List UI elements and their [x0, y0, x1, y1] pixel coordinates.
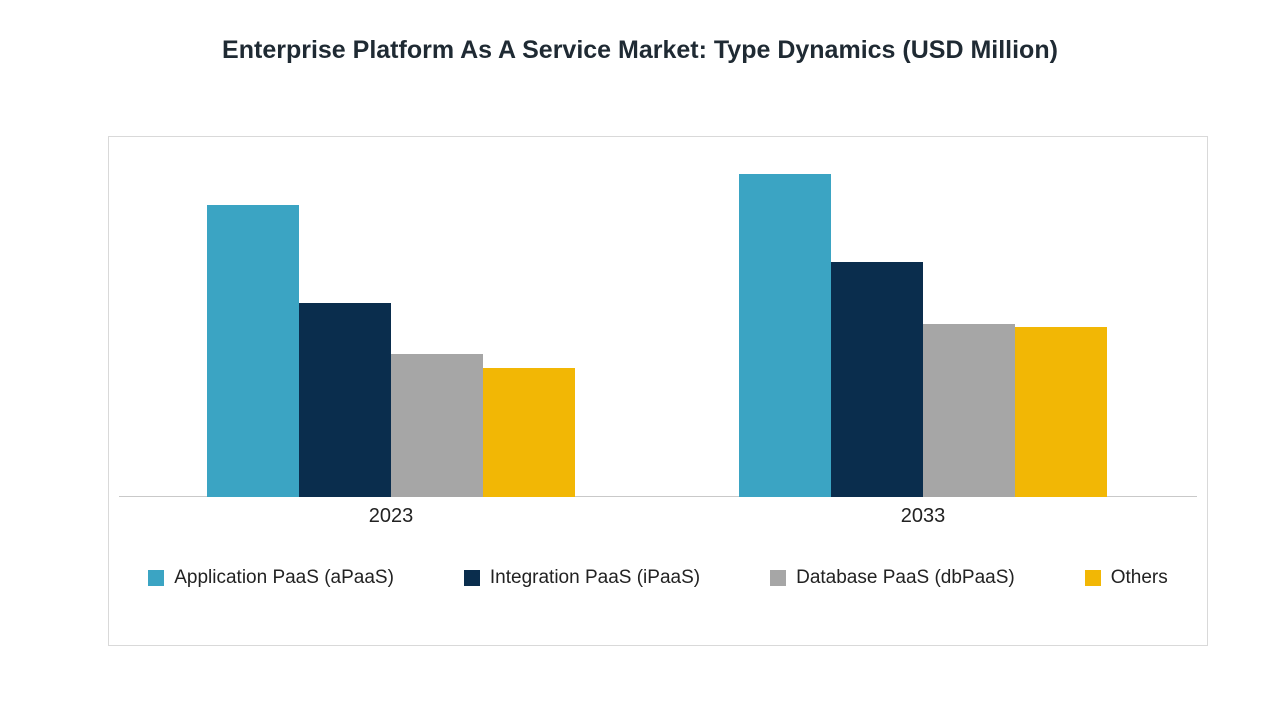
bar-apaas-2033 — [739, 174, 831, 497]
legend-swatch-icon — [464, 570, 480, 586]
legend-item-others: Others — [1085, 567, 1168, 589]
chart-container: 2023 2033 Application PaaS (aPaaS) Integ… — [108, 136, 1208, 646]
chart-title: Enterprise Platform As A Service Market:… — [0, 0, 1280, 65]
bar-group-2033 — [739, 157, 1107, 497]
bar-group-2023 — [207, 157, 575, 497]
bar-dbpaas-2023 — [391, 354, 483, 497]
bar-others-2033 — [1015, 327, 1107, 497]
legend-item-apaas: Application PaaS (aPaaS) — [148, 567, 394, 589]
bar-others-2023 — [483, 368, 575, 497]
legend-swatch-icon — [1085, 570, 1101, 586]
legend-label: Others — [1111, 567, 1168, 589]
plot-area — [119, 157, 1197, 497]
legend-swatch-icon — [148, 570, 164, 586]
x-axis-label-2033: 2033 — [901, 505, 946, 528]
legend-item-dbpaas: Database PaaS (dbPaaS) — [770, 567, 1015, 589]
x-axis-labels: 2023 2033 — [119, 505, 1197, 535]
legend-item-ipaas: Integration PaaS (iPaaS) — [464, 567, 700, 589]
legend-label: Integration PaaS (iPaaS) — [490, 567, 700, 589]
bar-ipaas-2023 — [299, 303, 391, 497]
legend: Application PaaS (aPaaS) Integration Paa… — [109, 567, 1207, 589]
bar-ipaas-2033 — [831, 262, 923, 497]
legend-label: Database PaaS (dbPaaS) — [796, 567, 1015, 589]
legend-label: Application PaaS (aPaaS) — [174, 567, 394, 589]
legend-swatch-icon — [770, 570, 786, 586]
bar-apaas-2023 — [207, 205, 299, 497]
bar-dbpaas-2033 — [923, 324, 1015, 497]
x-axis-label-2023: 2023 — [369, 505, 414, 528]
